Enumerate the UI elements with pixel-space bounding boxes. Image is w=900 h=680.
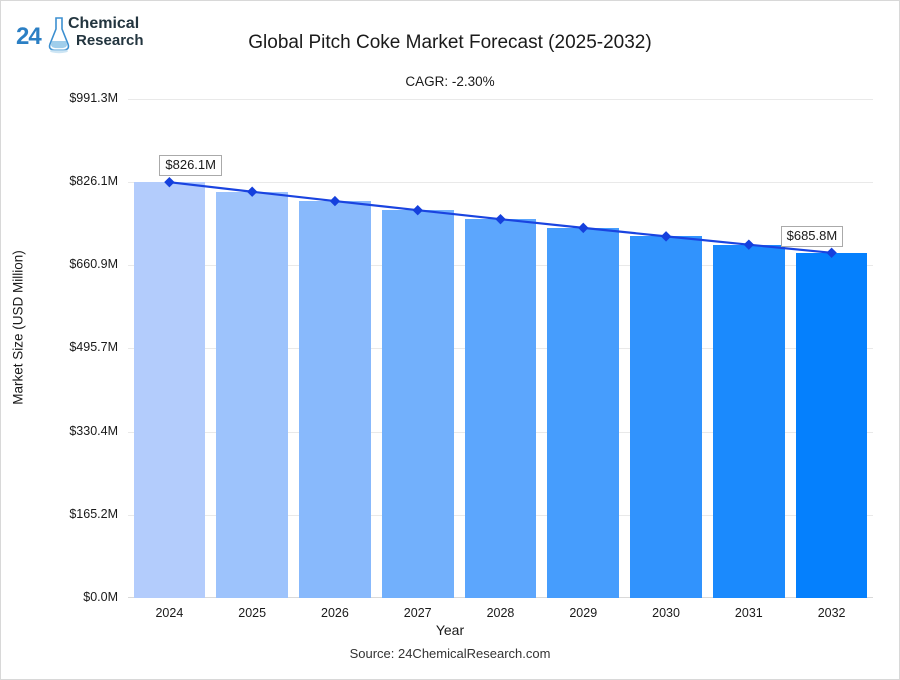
x-axis-tick-label: 2032 xyxy=(817,606,846,620)
source-caption: Source: 24ChemicalResearch.com xyxy=(349,646,551,661)
trend-line-overlay xyxy=(164,176,837,258)
bar-2029[interactable] xyxy=(547,227,620,598)
logo-line-1: Chemical xyxy=(68,15,140,32)
logo-line-2: Research xyxy=(76,32,144,49)
data-point-marker[interactable] xyxy=(495,213,506,225)
y-axis-tick-label: $165.2M xyxy=(69,506,118,521)
data-value-label: $685.8M xyxy=(780,225,844,248)
y-axis-tick-label: $330.4M xyxy=(69,423,118,438)
x-axis-tick-label: 2030 xyxy=(652,606,680,620)
bar-2031[interactable] xyxy=(713,244,785,598)
y-axis-tick-label: $0.0M xyxy=(83,590,118,604)
y-axis-tick-label: $495.7M xyxy=(69,340,118,355)
x-axis-tick-label: 2031 xyxy=(734,606,763,620)
chart-title: Global Pitch Coke Market Forecast (2025-… xyxy=(248,32,652,53)
flask-icon xyxy=(48,16,70,59)
data-point-marker[interactable] xyxy=(246,186,258,197)
brand-logo: 24 Chemical Research xyxy=(16,14,144,59)
data-point-marker[interactable] xyxy=(743,239,755,250)
data-point-marker[interactable] xyxy=(164,176,175,188)
x-axis-tick-label: 2024 xyxy=(155,606,184,620)
bar-2028[interactable] xyxy=(464,219,537,598)
x-axis-tick-label: 2025 xyxy=(238,606,267,620)
y-axis-tick-label: $826.1M xyxy=(69,174,118,189)
data-value-label: $826.1M xyxy=(159,155,222,177)
logo-wordmark: Chemical Research xyxy=(68,15,144,49)
y-axis-tick-label: $991.3M xyxy=(69,91,118,105)
y-axis-tick-label: $660.9M xyxy=(69,257,118,272)
gridline xyxy=(128,99,873,100)
x-axis-tick-label: 2027 xyxy=(403,606,432,620)
gridline xyxy=(128,182,873,184)
bar-2026[interactable] xyxy=(299,201,371,598)
data-point-marker[interactable] xyxy=(826,247,837,258)
bar-2025[interactable] xyxy=(216,191,288,598)
data-point-marker[interactable] xyxy=(412,204,423,216)
bar-2030[interactable] xyxy=(630,236,702,598)
x-axis-tick-label: 2028 xyxy=(486,606,515,620)
x-axis-tick-label: 2029 xyxy=(569,606,598,620)
data-point-marker[interactable] xyxy=(660,231,672,242)
x-axis-tick-label: 2026 xyxy=(321,606,349,620)
x-axis-title: Year xyxy=(435,622,465,638)
logo-mark-text: 24 xyxy=(16,23,42,50)
bar-2027[interactable] xyxy=(381,210,454,598)
bar-2024[interactable] xyxy=(133,182,206,598)
bar-2032[interactable] xyxy=(795,252,868,598)
y-axis-title: Market Size (USD Million) xyxy=(10,250,26,405)
chart-subtitle: CAGR: -2.30% xyxy=(405,74,495,89)
plot-area: $0.0M $165.2M $330.4M $495.7M $660.9M $826.1M… xyxy=(69,91,873,620)
data-point-marker[interactable] xyxy=(329,195,341,207)
data-point-marker[interactable] xyxy=(578,222,589,234)
